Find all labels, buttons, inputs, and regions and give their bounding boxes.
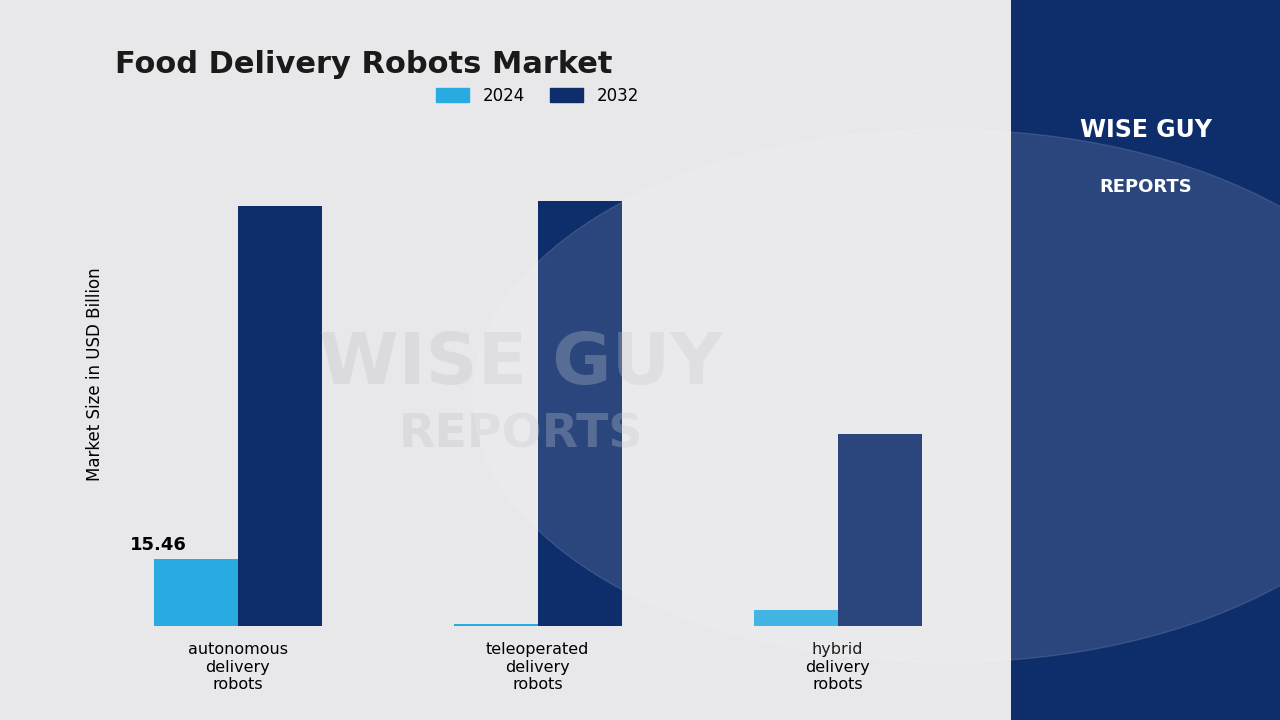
Y-axis label: Market Size in USD Billion: Market Size in USD Billion xyxy=(86,268,104,481)
Bar xyxy=(538,202,622,626)
Text: Food Delivery Robots Market: Food Delivery Robots Market xyxy=(115,50,613,79)
Bar xyxy=(453,624,538,626)
Bar xyxy=(238,206,321,626)
Bar xyxy=(754,610,837,626)
Bar xyxy=(837,433,922,626)
Legend: 2024, 2032: 2024, 2032 xyxy=(430,81,645,112)
Text: WISE GUY: WISE GUY xyxy=(319,330,722,399)
Text: REPORTS: REPORTS xyxy=(398,413,643,457)
Text: REPORTS: REPORTS xyxy=(1100,179,1192,197)
Text: 15.46: 15.46 xyxy=(129,536,187,554)
Text: WISE GUY: WISE GUY xyxy=(1079,117,1212,142)
Bar xyxy=(154,559,238,626)
